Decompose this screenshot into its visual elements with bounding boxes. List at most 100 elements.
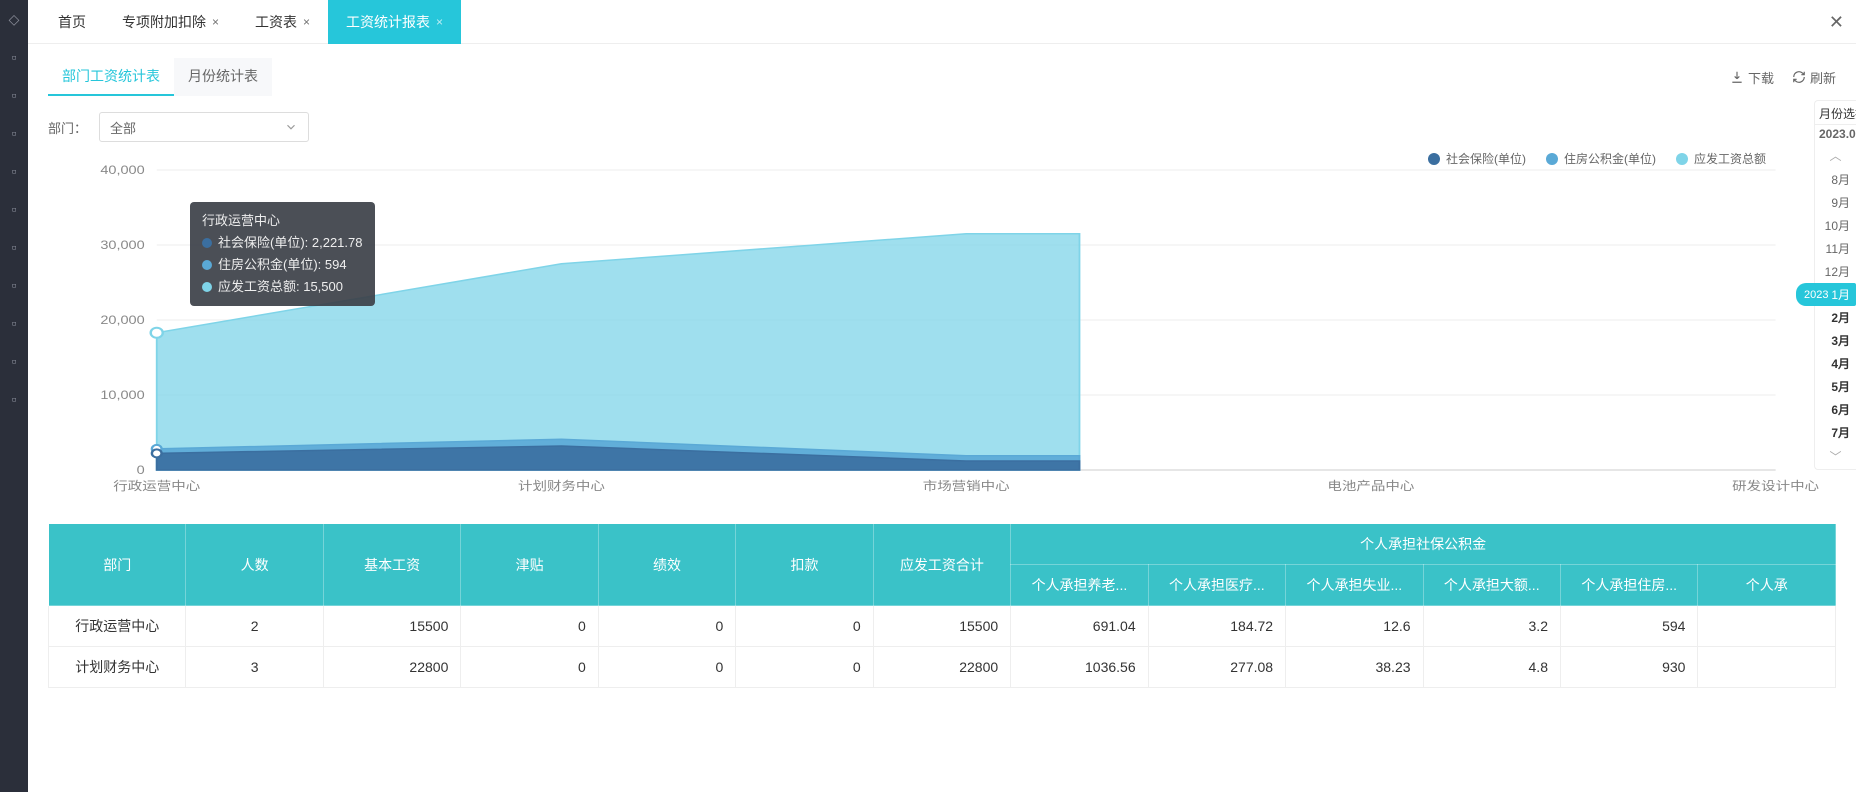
tooltip-row: 社会保险(单位): 2,221.78 <box>202 232 363 254</box>
month-item[interactable]: 3月 <box>1815 329 1856 352</box>
nav-icon[interactable]: ▫ <box>5 352 23 370</box>
svg-text:0: 0 <box>137 463 145 477</box>
table-row[interactable]: 计划财务中心322800000228001036.56277.0838.234.… <box>49 647 1836 688</box>
month-item[interactable]: 10月 <box>1815 214 1856 237</box>
nav-icon[interactable]: ▫ <box>5 86 23 104</box>
legend-dot <box>1546 153 1558 165</box>
svg-text:40,000: 40,000 <box>100 163 144 177</box>
refresh-button[interactable]: 刷新 <box>1792 68 1836 87</box>
table-cell: 0 <box>736 647 873 688</box>
svg-text:研发设计中心: 研发设计中心 <box>1732 479 1819 493</box>
download-label: 下载 <box>1748 68 1774 87</box>
svg-text:行政运营中心: 行政运营中心 <box>113 479 200 493</box>
tab-close-icon[interactable]: × <box>212 0 219 44</box>
nav-tab[interactable]: 专项附加扣除× <box>104 0 237 44</box>
nav-tab[interactable]: 工资表× <box>237 0 328 44</box>
table-header: 津贴 <box>461 524 598 606</box>
nav-tab[interactable]: 首页 <box>40 0 104 44</box>
svg-text:电池产品中心: 电池产品中心 <box>1327 479 1414 493</box>
table-header: 个人承担养老... <box>1011 565 1148 606</box>
nav-tab[interactable]: 工资统计报表× <box>328 0 461 44</box>
legend-label: 社会保险(单位) <box>1446 150 1526 167</box>
department-select[interactable]: 全部 <box>99 112 309 142</box>
month-selector-rail: 月份选择2023.0︿8月9月10月11月12月1月20232月3月4月5月6月… <box>1814 100 1856 470</box>
month-active-badge: 2023 <box>1796 283 1856 306</box>
month-item[interactable]: 4月 <box>1815 352 1856 375</box>
svg-text:计划财务中心: 计划财务中心 <box>518 479 605 493</box>
table-cell: 12.6 <box>1286 606 1423 647</box>
table-cell: 691.04 <box>1011 606 1148 647</box>
nav-icon[interactable]: ▫ <box>5 238 23 256</box>
nav-icon[interactable]: ▫ <box>5 314 23 332</box>
left-nav-rail: ◇ ▫ ▫ ▫ ▫ ▫ ▫ ▫ ▫ ▫ ▫ <box>0 0 28 792</box>
tooltip-text: 社会保险(单位): 2,221.78 <box>218 232 363 254</box>
tab-close-icon[interactable]: × <box>303 0 310 44</box>
table-cell: 3 <box>186 647 323 688</box>
table-header: 绩效 <box>598 524 735 606</box>
refresh-icon <box>1792 70 1806 84</box>
month-item[interactable]: 8月 <box>1815 168 1856 191</box>
tooltip-title: 行政运营中心 <box>202 210 363 232</box>
tab-close-icon[interactable]: × <box>436 0 443 44</box>
legend-item[interactable]: 住房公积金(单位) <box>1546 150 1656 167</box>
month-item-active[interactable]: 1月2023 <box>1815 283 1856 306</box>
svg-text:市场营销中心: 市场营销中心 <box>923 478 1010 492</box>
nav-icon[interactable]: ▫ <box>5 390 23 408</box>
nav-icon[interactable]: ▫ <box>5 162 23 180</box>
month-rail-down-icon[interactable]: ﹀ <box>1815 444 1856 469</box>
sub-tab[interactable]: 月份统计表 <box>174 58 272 96</box>
table-header: 个人承 <box>1698 565 1836 606</box>
table-cell: 1036.56 <box>1011 647 1148 688</box>
legend-item[interactable]: 应发工资总额 <box>1676 150 1766 167</box>
filter-row: 部门： 全部 <box>28 96 1856 150</box>
chart-tooltip: 行政运营中心 社会保险(单位): 2,221.78住房公积金(单位): 594应… <box>190 202 375 306</box>
legend-dot <box>1428 153 1440 165</box>
legend-dot <box>1676 153 1688 165</box>
close-all-icon[interactable]: ✕ <box>1829 12 1844 33</box>
table-cell: 3.2 <box>1423 606 1560 647</box>
month-rail-year: 2023.0 <box>1815 125 1856 143</box>
table-header: 个人承担失业... <box>1286 565 1423 606</box>
month-rail-up-icon[interactable]: ︿ <box>1815 143 1856 168</box>
toolbar-right: 下载 刷新 <box>1730 68 1836 87</box>
month-item[interactable]: 2月 <box>1815 306 1856 329</box>
nav-tabs-bar: 首页专项附加扣除×工资表×工资统计报表×✕ <box>28 0 1856 44</box>
table-row[interactable]: 行政运营中心21550000015500691.04184.7212.63.25… <box>49 606 1836 647</box>
nav-icon[interactable]: ▫ <box>5 124 23 142</box>
download-button[interactable]: 下载 <box>1730 68 1774 87</box>
tab-label: 工资统计报表 <box>346 0 430 44</box>
month-item[interactable]: 12月 <box>1815 260 1856 283</box>
month-item[interactable]: 5月 <box>1815 375 1856 398</box>
table-cell: 计划财务中心 <box>49 647 186 688</box>
chart-area: 社会保险(单位) 住房公积金(单位) 应发工资总额 行政运营中心 社会保险(单位):… <box>28 150 1856 523</box>
table-area: 部门人数基本工资津贴绩效扣款应发工资合计个人承担社保公积金个人承担养老...个人… <box>28 523 1856 792</box>
table-cell: 22800 <box>323 647 460 688</box>
nav-icon[interactable]: ▫ <box>5 48 23 66</box>
table-cell: 277.08 <box>1148 647 1285 688</box>
nav-icon[interactable]: ▫ <box>5 200 23 218</box>
sub-tabs: 部门工资统计表月份统计表 <box>48 58 272 96</box>
table-cell: 930 <box>1560 647 1697 688</box>
table-cell <box>1698 606 1836 647</box>
table-header: 个人承担住房... <box>1560 565 1697 606</box>
table-cell: 594 <box>1560 606 1697 647</box>
month-item[interactable]: 6月 <box>1815 398 1856 421</box>
month-item[interactable]: 11月 <box>1815 237 1856 260</box>
chart-legend: 社会保险(单位) 住房公积金(单位) 应发工资总额 <box>1428 150 1766 167</box>
month-item[interactable]: 9月 <box>1815 191 1856 214</box>
legend-label: 应发工资总额 <box>1694 150 1766 167</box>
table-cell: 0 <box>598 606 735 647</box>
table-cell: 184.72 <box>1148 606 1285 647</box>
sub-tab[interactable]: 部门工资统计表 <box>48 58 174 96</box>
nav-icon[interactable]: ▫ <box>5 276 23 294</box>
tooltip-dot <box>202 282 212 292</box>
table-header: 扣款 <box>736 524 873 606</box>
tooltip-dot <box>202 238 212 248</box>
legend-item[interactable]: 社会保险(单位) <box>1428 150 1526 167</box>
table-cell: 15500 <box>873 606 1010 647</box>
table-cell: 4.8 <box>1423 647 1560 688</box>
month-item[interactable]: 7月 <box>1815 421 1856 444</box>
table-cell <box>1698 647 1836 688</box>
nav-icon[interactable]: ◇ <box>5 10 23 28</box>
table-cell: 0 <box>461 606 598 647</box>
